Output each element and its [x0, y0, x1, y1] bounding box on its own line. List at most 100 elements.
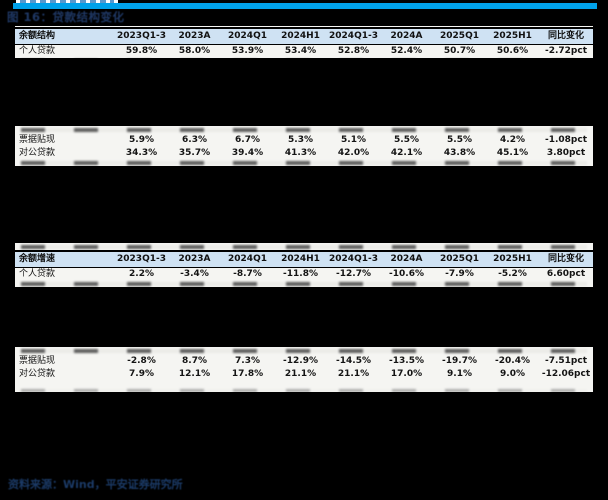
redacted-row-smudge: [21, 282, 587, 286]
table-row: 对公贷款 34.3% 35.7% 39.4% 41.3% 42.0% 42.1%…: [15, 147, 593, 160]
cell-value: 4.2%: [500, 135, 525, 145]
table-row: 个人贷款 59.8% 58.0% 53.9% 53.4% 52.8% 52.4%…: [15, 45, 593, 59]
cell-value: 8.7%: [182, 356, 207, 366]
cell-value: 34.3%: [125, 148, 158, 158]
cell-value: 3.80pct: [546, 148, 586, 158]
cell-value: 21.1%: [337, 369, 370, 379]
cell-value: 42.1%: [390, 148, 423, 158]
column-header: 余额结构: [15, 28, 115, 45]
cell-value: 5.9%: [129, 135, 154, 145]
source-footnote: 资料来源：Wind，平安证券研究所: [8, 478, 183, 491]
table1-header-row: 余额结构 2023Q1-3 2023A 2024Q1 2024H1 2024Q1…: [15, 28, 593, 45]
cell-value: -2.8%: [127, 356, 156, 366]
cell-value: -13.5%: [389, 356, 424, 366]
cell-value: 5.5%: [447, 135, 472, 145]
cell-value: 5.1%: [341, 135, 366, 145]
figure-title: 图 16：贷款结构变化: [7, 10, 125, 24]
cell-value: -10.6%: [389, 269, 424, 279]
column-header: 2024H1: [274, 251, 327, 268]
table-row: 票据贴现 -2.8% 8.7% 7.3% -12.9% -14.5% -13.5…: [15, 355, 593, 368]
column-header: 2023A: [168, 251, 221, 268]
cell-value: 53.4%: [284, 46, 317, 56]
column-header: 2024H1: [274, 28, 327, 45]
cell-value: 5.5%: [394, 135, 419, 145]
column-header: 2025H1: [486, 28, 539, 45]
cell-value: 53.9%: [231, 46, 264, 56]
column-header: 同比变化: [539, 28, 593, 45]
cell-value: 42.0%: [337, 148, 370, 158]
cell-value: 9.0%: [500, 369, 525, 379]
cell-value: -7.51pct: [544, 356, 588, 366]
cell-value: 59.8%: [125, 46, 158, 56]
redacted-row-smudge: [21, 128, 587, 132]
cell-value: -20.4%: [495, 356, 530, 366]
cell-value: -8.7%: [233, 269, 262, 279]
cell-value: -7.9%: [445, 269, 474, 279]
table-row: 对公贷款 7.9% 12.1% 17.8% 21.1% 21.1% 17.0% …: [15, 368, 593, 381]
column-header: 2024Q1: [221, 251, 274, 268]
cell-value: -2.72pct: [544, 46, 588, 56]
column-header: 2023Q1-3: [115, 251, 168, 268]
column-header: 2025Q1: [433, 251, 486, 268]
table2-header-fragment: 余额增速 2023Q1-3 2023A 2024Q1 2024H1 2024Q1…: [13, 243, 595, 287]
column-header: 2024A: [380, 28, 433, 45]
cell-value: 6.7%: [235, 135, 260, 145]
table1: 余额结构 2023Q1-3 2023A 2024Q1 2024H1 2024Q1…: [15, 27, 593, 58]
cell-value: 17.8%: [231, 369, 264, 379]
cell-value: -12.9%: [283, 356, 318, 366]
cell-value: 52.4%: [390, 46, 423, 56]
cell-value: 2.2%: [129, 269, 154, 279]
column-header: 2024A: [380, 251, 433, 268]
redacted-row-smudge: [21, 245, 587, 249]
column-header: 2024Q1: [221, 28, 274, 45]
cell-value: 50.6%: [496, 46, 529, 56]
accent-bar: [13, 3, 597, 9]
column-header: 2023Q1-3: [115, 28, 168, 45]
row-label: 个人贷款: [19, 46, 56, 56]
cell-value: -3.4%: [180, 269, 209, 279]
column-header: 2024Q1-3: [327, 28, 380, 45]
column-header: 2024Q1-3: [327, 251, 380, 268]
redacted-row-smudge: [21, 349, 587, 353]
cell-value: 7.3%: [235, 356, 260, 366]
cell-value: 17.0%: [390, 369, 423, 379]
cell-value: -14.5%: [336, 356, 371, 366]
table1-body-fragment: 票据贴现 5.9% 6.3% 6.7% 5.3% 5.1% 5.5% 5.5% …: [13, 126, 595, 166]
cell-value: 5.3%: [288, 135, 313, 145]
table2-body-fragment: 票据贴现 -2.8% 8.7% 7.3% -12.9% -14.5% -13.5…: [13, 347, 595, 392]
cell-value: -19.7%: [442, 356, 477, 366]
logo-fragment: [16, 0, 118, 3]
cell-value: 58.0%: [178, 46, 211, 56]
table2: 余额增速 2023Q1-3 2023A 2024Q1 2024H1 2024Q1…: [15, 250, 593, 281]
column-header: 余额增速: [15, 251, 115, 268]
cell-value: 52.8%: [337, 46, 370, 56]
column-header: 同比变化: [539, 251, 593, 268]
redacted-row-smudge: [21, 389, 587, 392]
cell-value: 45.1%: [496, 148, 529, 158]
cell-value: -12.06pct: [541, 369, 591, 379]
row-label: 对公贷款: [19, 369, 56, 379]
table-row: 票据贴现 5.9% 6.3% 6.7% 5.3% 5.1% 5.5% 5.5% …: [15, 134, 593, 147]
row-label: 票据贴现: [19, 356, 56, 366]
cell-value: 6.60pct: [546, 269, 586, 279]
cell-value: 41.3%: [284, 148, 317, 158]
cell-value: 6.3%: [182, 135, 207, 145]
cell-value: 9.1%: [447, 369, 472, 379]
row-label: 个人贷款: [19, 269, 56, 279]
table1-header-fragment: 余额结构 2023Q1-3 2023A 2024Q1 2024H1 2024Q1…: [13, 26, 595, 58]
cell-value: 39.4%: [231, 148, 264, 158]
cell-value: 35.7%: [178, 148, 211, 158]
redacted-row-smudge: [21, 161, 587, 165]
table-row: 个人贷款 2.2% -3.4% -8.7% -11.8% -12.7% -10.…: [15, 268, 593, 282]
column-header: 2023A: [168, 28, 221, 45]
cell-value: 43.8%: [443, 148, 476, 158]
cell-value: 12.1%: [178, 369, 211, 379]
row-label: 对公贷款: [19, 148, 56, 158]
table2-header-row: 余额增速 2023Q1-3 2023A 2024Q1 2024H1 2024Q1…: [15, 251, 593, 268]
cell-value: -11.8%: [283, 269, 318, 279]
logo-text-smudge: [20, 0, 114, 3]
row-label: 票据贴现: [19, 135, 56, 145]
column-header: 2025Q1: [433, 28, 486, 45]
table1-continued: 票据贴现 5.9% 6.3% 6.7% 5.3% 5.1% 5.5% 5.5% …: [15, 134, 593, 160]
cell-value: -12.7%: [336, 269, 371, 279]
